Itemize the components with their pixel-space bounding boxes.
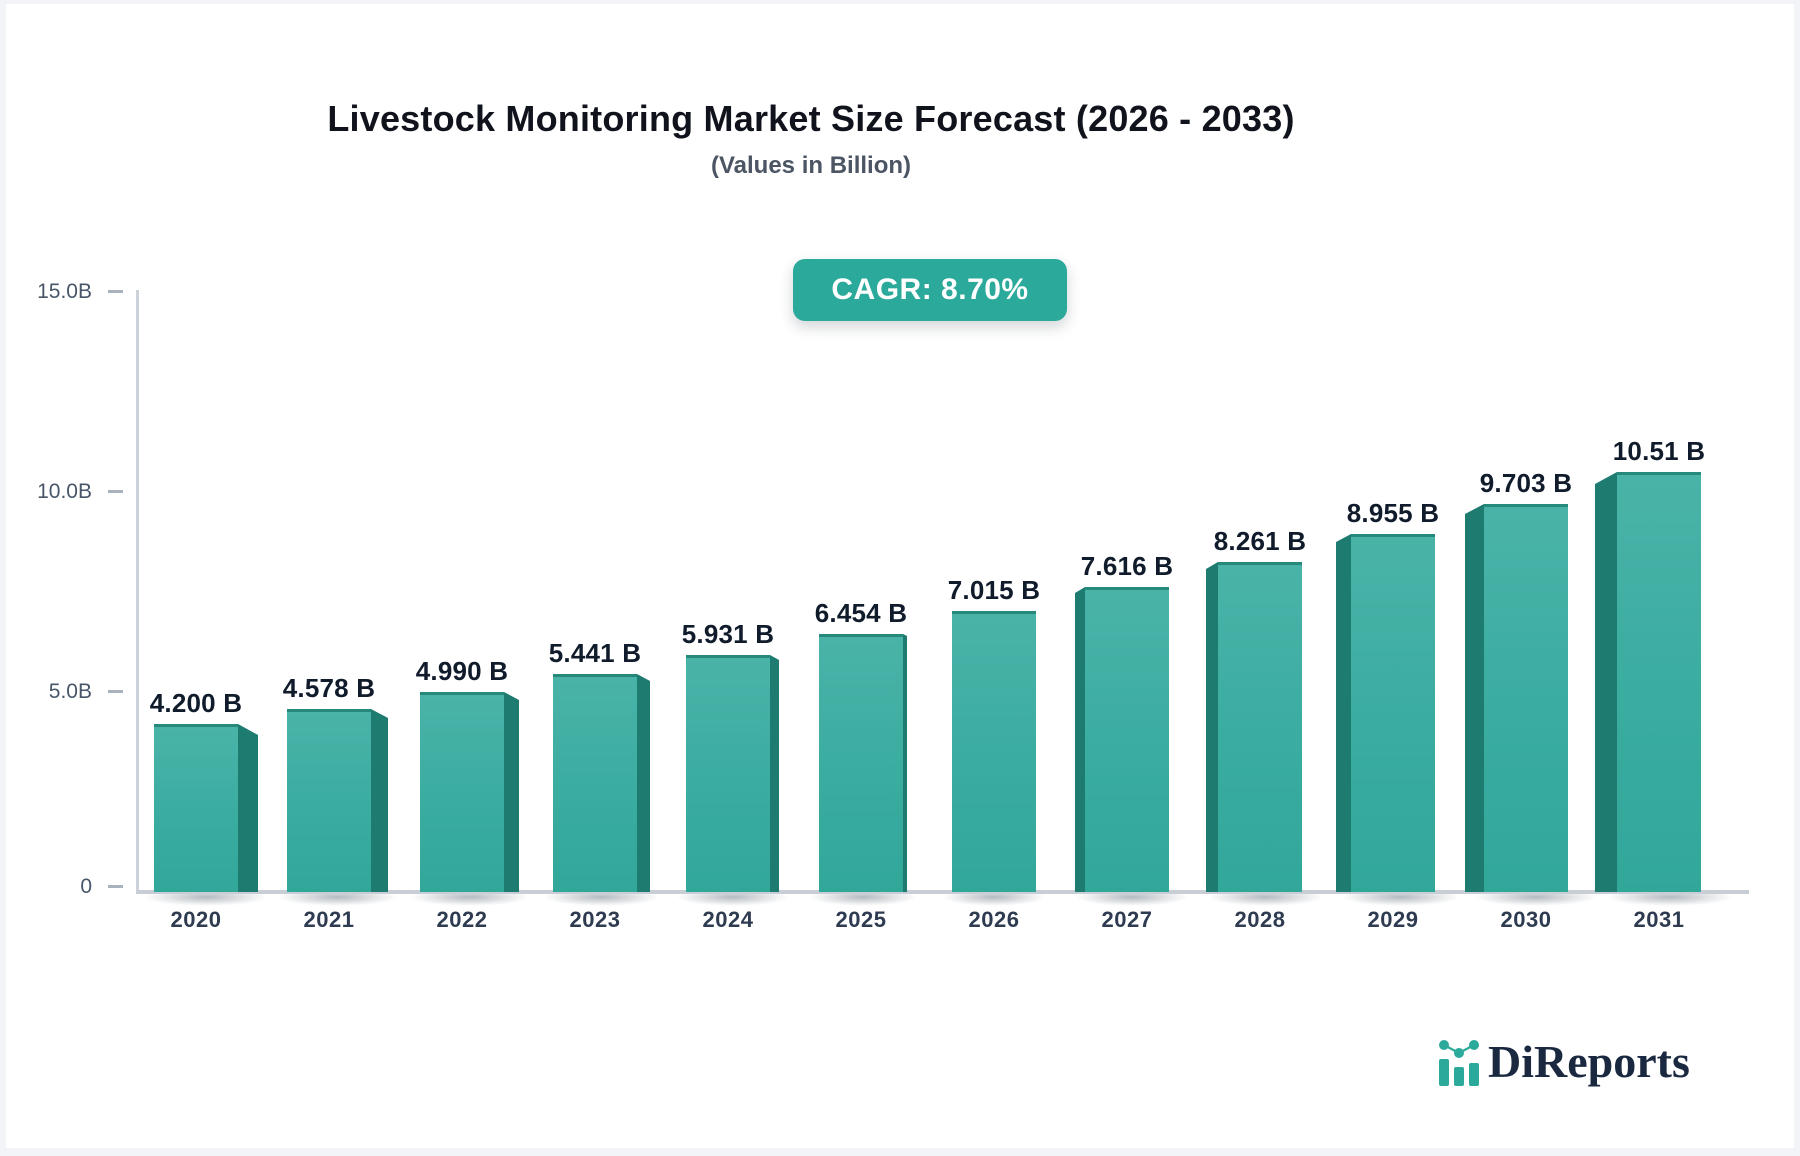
bar-2029 — [1351, 534, 1435, 892]
y-axis-tick-label: 0 — [80, 875, 92, 898]
y-axis-tick — [108, 290, 123, 293]
x-axis-label: 2023 — [569, 907, 621, 932]
bar-value-label: 9.703 B — [1479, 468, 1573, 498]
chart-subtitle: (Values in Billion) — [710, 152, 912, 179]
brand-logo: DiReports — [1436, 1036, 1690, 1088]
y-axis-tick — [108, 690, 123, 693]
bar-2022 — [420, 692, 504, 892]
bar-2021 — [287, 709, 371, 892]
bar-2026 — [952, 611, 1036, 892]
x-axis-label: 2031 — [1633, 907, 1685, 932]
x-axis-label: 2024 — [702, 907, 754, 932]
chart-title: Livestock Monitoring Market Size Forecas… — [327, 98, 1295, 139]
bar-2024 — [686, 655, 770, 892]
bar-2027 — [1085, 587, 1169, 892]
bar-2028 — [1218, 562, 1302, 892]
bar-2025 — [819, 634, 903, 892]
bar-3d-side — [1206, 562, 1218, 892]
direports-chart-icon — [1439, 1040, 1479, 1086]
bar-3d-side — [238, 724, 258, 892]
bar-value-label: 6.454 B — [814, 598, 908, 628]
bar-3d-side — [1465, 504, 1484, 892]
x-axis-label: 2029 — [1367, 907, 1419, 932]
x-axis-label: 2028 — [1234, 907, 1286, 932]
cagr-badge-label: CAGR: 8.70% — [831, 273, 1029, 306]
x-axis-label: 2027 — [1101, 907, 1153, 932]
bar-value-label: 5.441 B — [548, 638, 642, 668]
bar-2030 — [1484, 504, 1568, 892]
bar-value-label: 4.200 B — [149, 688, 243, 718]
bar-3d-side — [770, 655, 779, 892]
bar-value-label: 10.51 B — [1612, 436, 1706, 466]
x-axis-label: 2022 — [436, 907, 488, 932]
y-axis-tick — [108, 885, 123, 888]
x-axis-label: 2025 — [835, 907, 887, 932]
y-axis-tick-label: 15.0B — [37, 280, 92, 303]
bar-value-label: 5.931 B — [681, 619, 775, 649]
y-axis-tick-label: 10.0B — [37, 480, 92, 503]
y-axis-tick-label: 5.0B — [48, 680, 92, 703]
bar-3d-side — [504, 692, 519, 892]
brand-name: DiReports — [1488, 1036, 1690, 1087]
bar-value-label: 7.616 B — [1080, 551, 1174, 581]
bar-value-label: 8.261 B — [1213, 526, 1307, 556]
bar-3d-side — [637, 674, 650, 892]
x-axis-label: 2021 — [303, 907, 355, 932]
bar-2023 — [553, 674, 637, 892]
bar-value-label: 8.955 B — [1346, 498, 1440, 528]
bar-value-label: 7.015 B — [947, 575, 1041, 605]
bar-2031 — [1617, 472, 1701, 892]
bar-3d-side — [903, 634, 907, 892]
y-axis-line — [136, 290, 139, 892]
bar-value-label: 4.990 B — [415, 656, 509, 686]
x-axis-label: 2020 — [170, 907, 222, 932]
bar-3d-side — [1595, 472, 1617, 892]
bar-3d-side — [1075, 587, 1085, 892]
x-axis-label: 2026 — [968, 907, 1020, 932]
bar-2020 — [154, 724, 238, 892]
y-axis-tick — [108, 490, 123, 493]
x-axis-line — [136, 890, 1749, 894]
cagr-badge: CAGR: 8.70% — [793, 259, 1067, 321]
x-axis-label: 2030 — [1500, 907, 1552, 932]
chart-card: Livestock Monitoring Market Size Forecas… — [6, 4, 1794, 1148]
bar-value-label: 4.578 B — [282, 673, 376, 703]
bar-3d-side — [371, 709, 388, 892]
bar-3d-side — [1336, 534, 1351, 892]
